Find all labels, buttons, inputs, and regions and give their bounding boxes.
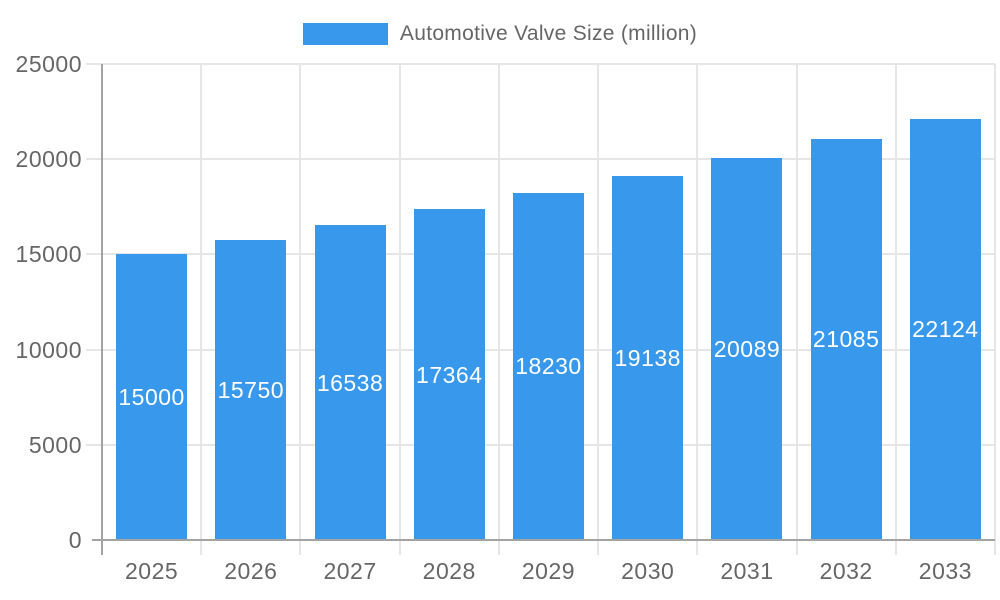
bar-value-label-2028: 17364	[416, 361, 483, 388]
bar-value-label-2033: 22124	[912, 316, 979, 343]
y-tick-label-15000: 15000	[15, 241, 82, 268]
bar-2030[interactable]	[612, 175, 684, 540]
x-tick-label-2032: 2032	[819, 558, 873, 584]
gridline-x-8	[894, 64, 897, 555]
gridline-x-5	[597, 64, 600, 555]
y-tick-label-20000: 20000	[15, 146, 82, 173]
x-tick-label-2026: 2026	[224, 558, 278, 584]
y-tick-label-25000: 25000	[15, 51, 82, 77]
gridline-x-4	[497, 64, 500, 555]
x-tick-label-2025: 2025	[125, 558, 179, 584]
bar-value-label-2025: 15000	[118, 384, 185, 411]
gridline-x-3	[398, 64, 401, 555]
gridline-x-6	[696, 64, 699, 555]
bar-value-label-2029: 18230	[515, 353, 582, 380]
y-tick-label-0: 0	[68, 527, 82, 553]
bar-2029[interactable]	[513, 192, 584, 540]
bar-2027[interactable]	[314, 225, 386, 540]
bar-2025[interactable]	[116, 254, 188, 540]
x-tick-label-2031: 2031	[720, 558, 774, 584]
legend-swatch-icon	[302, 23, 388, 45]
bar-2032[interactable]	[810, 138, 882, 540]
x-tick-label-2027: 2027	[323, 558, 377, 584]
y-tick-label-5000: 5000	[28, 431, 82, 458]
gridline-y-25000	[86, 63, 995, 65]
bar-value-label-2030: 19138	[614, 344, 681, 371]
gridline-x-2	[299, 64, 302, 555]
bar-value-label-2032: 21085	[812, 326, 880, 353]
y-tick-label-10000: 10000	[15, 336, 82, 363]
legend-item[interactable]: Automotive Valve Size (million)	[302, 22, 698, 46]
gridline-y-20000	[86, 158, 995, 161]
bar-value-label-2027: 16538	[316, 369, 384, 396]
bar-2033[interactable]	[909, 118, 981, 540]
bar-2026[interactable]	[215, 240, 287, 540]
bar-value-label-2026: 15750	[217, 377, 285, 404]
gridline-x-1	[200, 64, 203, 555]
x-tick-label-2028: 2028	[422, 558, 476, 584]
y-axis-line	[101, 64, 103, 555]
x-tick-label-2029: 2029	[521, 558, 576, 584]
x-tick-label-2033: 2033	[918, 558, 972, 584]
gridline-x-9	[994, 64, 996, 555]
gridline-x-7	[795, 64, 798, 555]
legend-label: Automotive Valve Size (million)	[399, 22, 698, 45]
x-axis-line	[92, 539, 995, 541]
bar-2031[interactable]	[711, 157, 783, 540]
x-tick-label-2030: 2030	[621, 558, 675, 584]
legend: Automotive Valve Size (million)	[0, 22, 1000, 46]
bar-value-label-2031: 20089	[713, 335, 781, 362]
bar-2028[interactable]	[413, 209, 485, 540]
